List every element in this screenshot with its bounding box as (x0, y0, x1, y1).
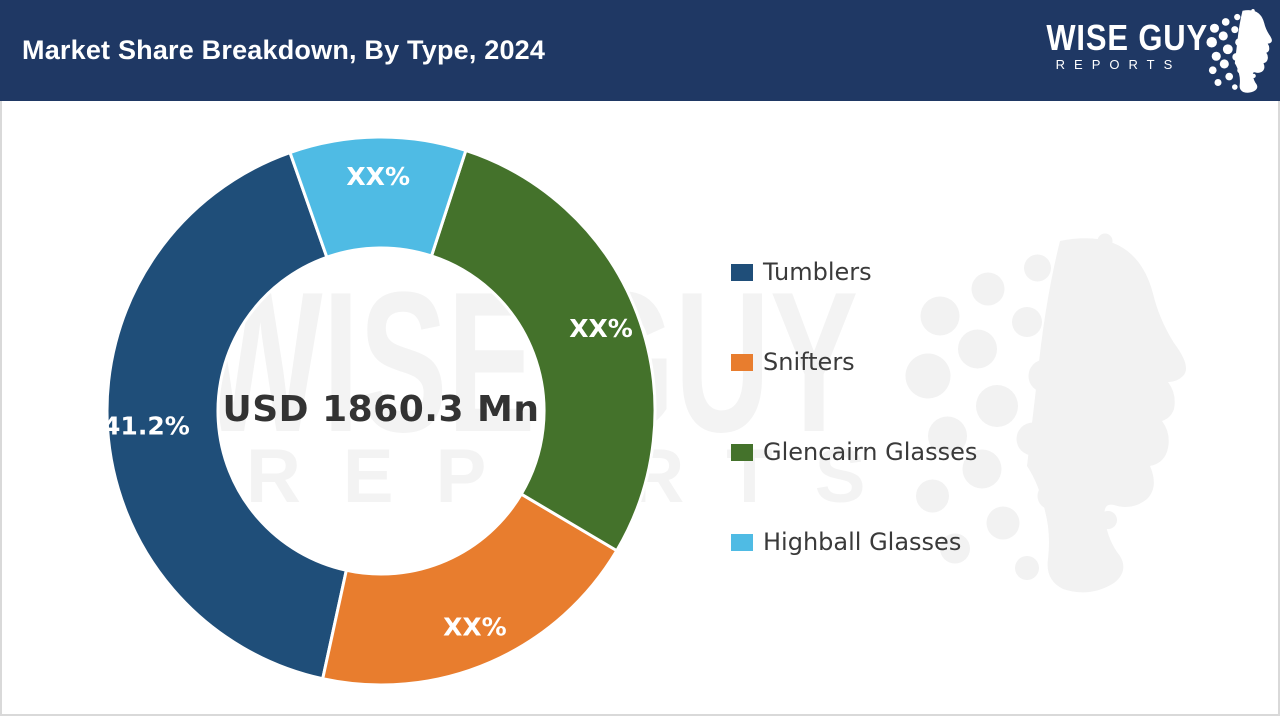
legend-swatch (731, 263, 753, 281)
chart-area: WISE GUY REPORTS 41.2%XX%XX%XX% USD 1860… (0, 101, 1280, 716)
legend-swatch (731, 353, 753, 371)
legend-label: Tumblers (763, 258, 872, 286)
legend-item-highball-glasses: Highball Glasses (731, 527, 977, 557)
donut-segment-tumblers (105, 151, 348, 681)
donut-segment-glencairn-glasses (429, 148, 657, 553)
logo-sub-text: REPORTS (1055, 57, 1182, 72)
donut-segment-label: XX% (443, 613, 507, 642)
donut-segment-snifters (321, 492, 619, 687)
legend: Tumblers Snifters Glencairn Glasses Highbal… (731, 257, 977, 557)
header-bar: Market Share Breakdown, By Type, 2024 WI… (0, 0, 1280, 101)
legend-swatch (731, 443, 753, 461)
legend-item-glencairn-glasses: Glencairn Glasses (731, 437, 977, 467)
donut-segment-highball-glasses (288, 135, 468, 259)
donut-segment-label: 41.2% (103, 412, 190, 441)
logo-text: WISE GUY REPORTS (1020, 17, 1208, 72)
legend-item-snifters: Snifters (731, 347, 977, 377)
donut-segment-label: XX% (346, 162, 410, 191)
logo-face-icon (1206, 9, 1272, 93)
donut-chart: 41.2% XX% XX% XX% (103, 135, 657, 687)
legend-swatch (731, 533, 753, 551)
legend-label: Snifters (763, 348, 855, 376)
donut-chart-container: 41.2% XX% XX% XX% (101, 131, 661, 691)
donut-center-label: USD 1860.3 Mn (222, 389, 540, 430)
brand-logo: WISE GUY REPORTS (1020, 0, 1272, 101)
page-title: Market Share Breakdown, By Type, 2024 (22, 35, 546, 65)
legend-label: Highball Glasses (763, 528, 962, 556)
legend-item-tumblers: Tumblers (731, 257, 977, 287)
legend-label: Glencairn Glasses (763, 438, 978, 466)
donut-segment-label: XX% (569, 314, 633, 343)
logo-brand-text: WISE GUY (1046, 17, 1208, 58)
